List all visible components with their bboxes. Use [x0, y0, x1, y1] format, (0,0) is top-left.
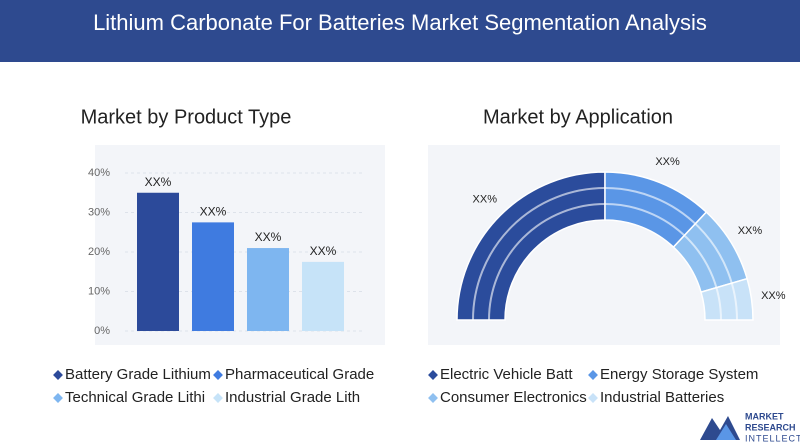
- legend-marker: [53, 370, 63, 380]
- value-label: XX%: [473, 194, 498, 206]
- bar: [137, 192, 179, 331]
- logo-text: MARKET: [745, 411, 784, 421]
- value-label: XX%: [761, 290, 786, 302]
- legend-label: Consumer Electronics: [440, 389, 587, 406]
- bar: [302, 261, 344, 331]
- y-tick-label: 0%: [94, 325, 110, 337]
- chart-title: Market by Application: [483, 106, 673, 128]
- bar: [247, 248, 289, 331]
- legend-label: Energy Storage System: [600, 366, 758, 383]
- ring-separator: [472, 187, 738, 321]
- legend-marker: [588, 370, 598, 380]
- logo-text: RESEARCH: [745, 422, 796, 432]
- pie-segment: [700, 277, 754, 321]
- legend-marker: [53, 393, 63, 403]
- legend-label: Battery Grade Lithium: [65, 366, 211, 383]
- value-label: XX%: [255, 230, 282, 244]
- value-label: XX%: [145, 175, 172, 189]
- legend-marker: [428, 370, 438, 380]
- logo: MARKET RESEARCH INTELLECT: [700, 411, 800, 443]
- page-title: Lithium Carbonate For Batteries Market S…: [93, 10, 707, 35]
- chart-title: Market by Product Type: [81, 106, 292, 128]
- header-bar: [0, 0, 800, 62]
- y-tick-label: 40%: [88, 167, 110, 179]
- legend-marker: [213, 393, 223, 403]
- legend-label: Pharmaceutical Grade: [225, 366, 374, 383]
- y-tick-label: 30%: [88, 206, 110, 218]
- bar: [192, 222, 234, 331]
- ring-separator: [488, 203, 722, 321]
- legend-label: Electric Vehicle Batt: [440, 366, 573, 383]
- legend-label: Industrial Grade Lith: [225, 389, 360, 406]
- legend-marker: [428, 393, 438, 403]
- y-tick-label: 10%: [88, 285, 110, 297]
- legend-marker: [588, 393, 598, 403]
- legend-marker: [213, 370, 223, 380]
- logo-text: INTELLECT: [745, 433, 800, 443]
- logo-icon: [716, 424, 736, 440]
- y-tick-label: 20%: [88, 246, 110, 258]
- legend-label: Industrial Batteries: [600, 389, 724, 406]
- value-label: XX%: [738, 225, 763, 237]
- value-label: XX%: [200, 205, 227, 219]
- value-label: XX%: [310, 244, 337, 258]
- legend-label: Technical Grade Lithi: [65, 389, 205, 406]
- value-label: XX%: [655, 156, 680, 168]
